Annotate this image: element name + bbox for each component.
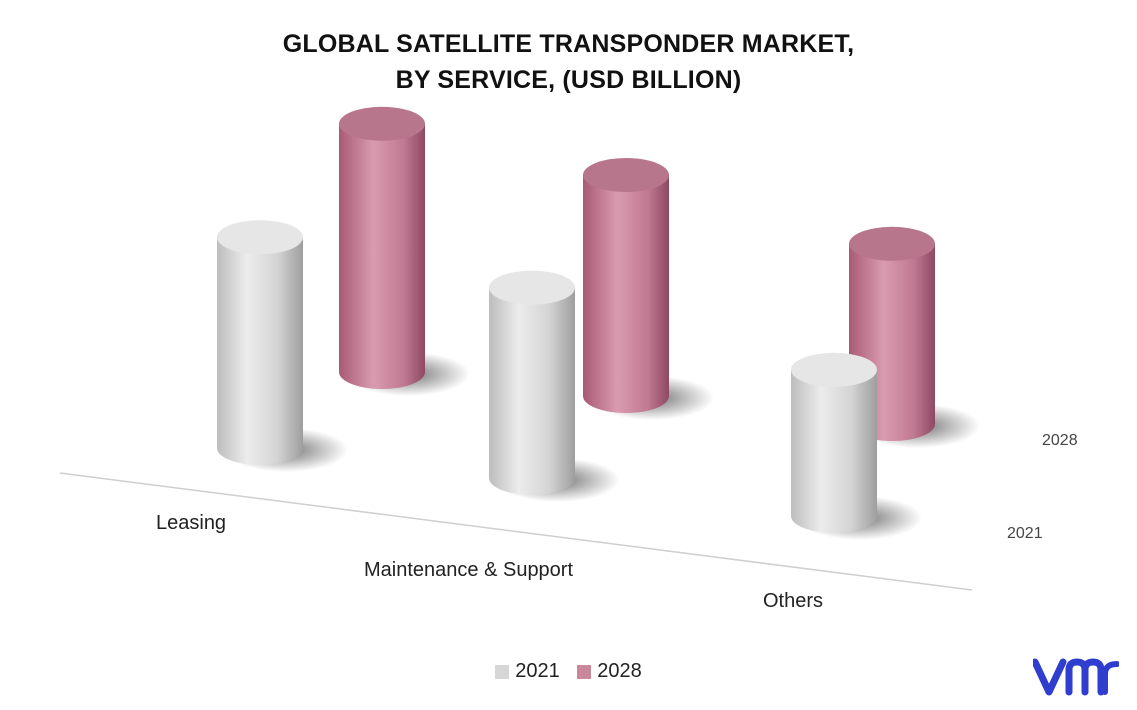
vmr-logo bbox=[1033, 658, 1119, 696]
bar-top bbox=[583, 158, 669, 192]
bars-group bbox=[217, 106, 980, 541]
bar-top bbox=[791, 352, 877, 387]
bar-2028-1 bbox=[583, 158, 714, 421]
legend-swatch-2021 bbox=[495, 664, 510, 679]
legend-swatch-2028 bbox=[577, 664, 592, 679]
legend-item-2021: 2021 bbox=[495, 660, 560, 683]
bar-2028-0 bbox=[339, 106, 470, 397]
category-label: Leasing bbox=[156, 512, 226, 534]
bar-2021-0 bbox=[217, 220, 348, 473]
bar-body bbox=[339, 123, 425, 390]
bar-top bbox=[217, 220, 303, 255]
category-label: Maintenance & Support bbox=[364, 559, 573, 581]
bar-2021-1 bbox=[489, 270, 620, 503]
depth-axis-label: 2021 bbox=[1007, 525, 1043, 542]
category-label: Others bbox=[763, 590, 823, 612]
bar-2021-2 bbox=[791, 352, 922, 541]
bar-body bbox=[583, 175, 669, 413]
chart-title-block: GLOBAL SATELLITE TRANSPONDER MARKET, BY … bbox=[0, 26, 1137, 98]
bar-top bbox=[849, 226, 935, 261]
bar-top bbox=[339, 106, 425, 141]
bar-body bbox=[489, 287, 575, 495]
legend: 2021 2028 bbox=[0, 660, 1137, 685]
chart-subtitle: BY SERVICE, (USD BILLION) bbox=[395, 66, 742, 94]
chart-svg: Leasing Maintenance & Support Others 2028 20… bbox=[59, 106, 1078, 612]
legend-label-2021: 2021 bbox=[515, 660, 560, 682]
bar-body bbox=[791, 369, 877, 533]
labels-group: Leasing Maintenance & Support Others 2028 20… bbox=[156, 432, 1078, 612]
chart-title: GLOBAL SATELLITE TRANSPONDER MARKET, bbox=[282, 30, 855, 58]
bar-top bbox=[489, 270, 575, 305]
bar-body bbox=[217, 237, 303, 465]
depth-axis-label: 2028 bbox=[1042, 432, 1078, 449]
legend-label-2028: 2028 bbox=[597, 660, 642, 682]
legend-item-2028: 2028 bbox=[577, 660, 642, 683]
floor-edge-front bbox=[59, 472, 973, 591]
